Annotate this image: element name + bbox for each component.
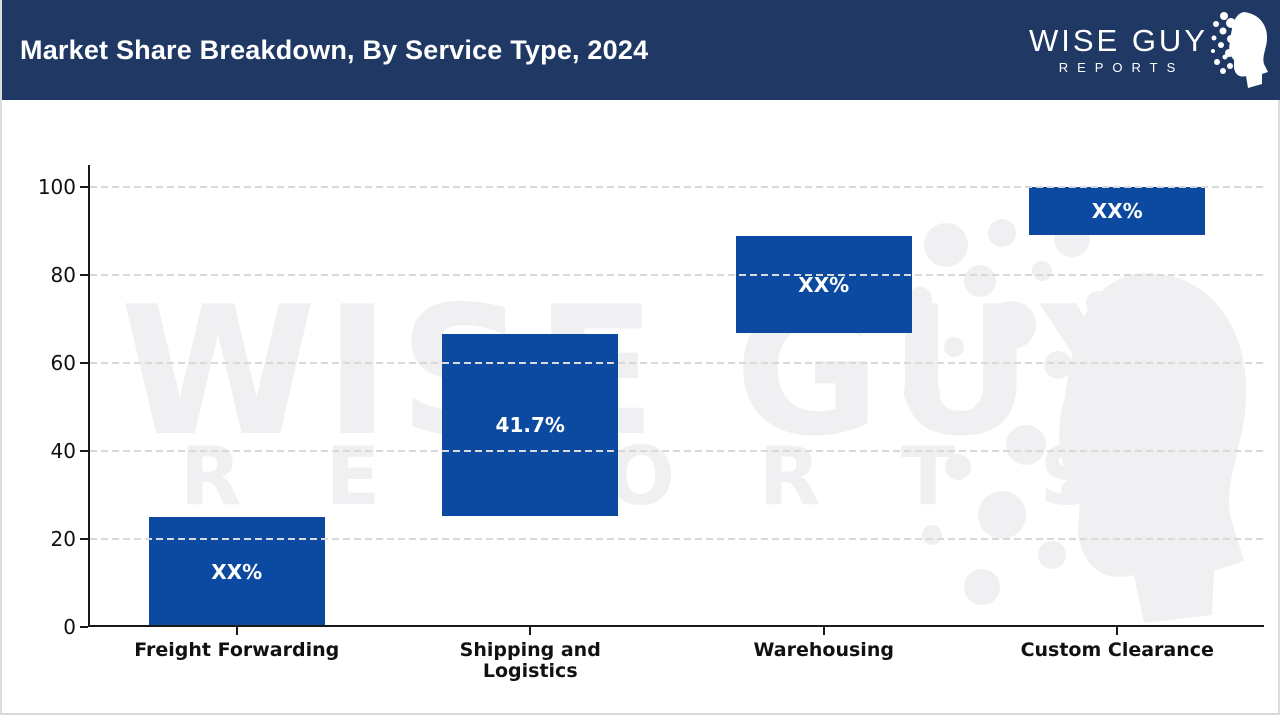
bar-segment xyxy=(735,235,912,333)
logo-head-icon xyxy=(1211,12,1268,88)
x-axis-tick xyxy=(1116,627,1119,635)
y-axis-tick xyxy=(80,274,88,276)
gridline xyxy=(90,362,1264,364)
gridline xyxy=(90,186,1264,188)
y-axis-tick-label: 20 xyxy=(50,527,76,551)
x-axis-category-label: Freight Forwarding xyxy=(134,639,340,661)
y-axis-tick xyxy=(80,450,88,452)
chart-title: Market Share Breakdown, By Service Type,… xyxy=(20,34,649,65)
x-axis-category-label: Warehousing xyxy=(753,639,894,661)
y-axis-tick xyxy=(80,186,88,188)
logo-text: WISE GUY REPORTS xyxy=(1029,25,1208,75)
bar-segment xyxy=(1029,187,1206,235)
bar-segment xyxy=(148,517,325,626)
y-axis-line xyxy=(88,165,90,627)
x-axis-tick xyxy=(235,627,238,635)
y-axis-tick-label: 80 xyxy=(50,263,76,287)
bar-value-label: XX% xyxy=(211,560,263,584)
y-axis-tick-label: 0 xyxy=(63,615,76,639)
gridline xyxy=(90,274,1264,276)
x-axis-tick xyxy=(822,627,825,635)
bar-value-label: XX% xyxy=(798,272,850,297)
y-axis-tick xyxy=(80,626,88,628)
bar-value-label: 41.7% xyxy=(495,413,565,438)
y-axis-tick-label: 40 xyxy=(50,439,76,463)
gridline xyxy=(90,538,1264,540)
gridline xyxy=(90,450,1264,452)
y-axis-tick xyxy=(80,362,88,364)
x-axis-tick xyxy=(529,627,532,635)
logo-reports-label: REPORTS xyxy=(1058,60,1185,75)
x-axis-category-label: Custom Clearance xyxy=(1020,639,1214,661)
logo-wiseguy-label: WISE GUY xyxy=(1028,23,1208,58)
bar-value-label: XX% xyxy=(1091,199,1143,224)
x-axis-line xyxy=(88,625,1264,627)
header-banner: Market Share Breakdown, By Service Type,… xyxy=(2,0,1280,100)
x-axis-category-label: Shipping and Logistics xyxy=(459,639,601,682)
watermark-face-dots-pattern xyxy=(904,219,1247,623)
y-axis-tick xyxy=(80,538,88,540)
y-axis-tick-label: 100 xyxy=(37,175,76,199)
y-axis-tick-label: 60 xyxy=(50,351,76,375)
wise-guy-reports-logo: WISE GUY REPORTS xyxy=(1029,8,1280,92)
